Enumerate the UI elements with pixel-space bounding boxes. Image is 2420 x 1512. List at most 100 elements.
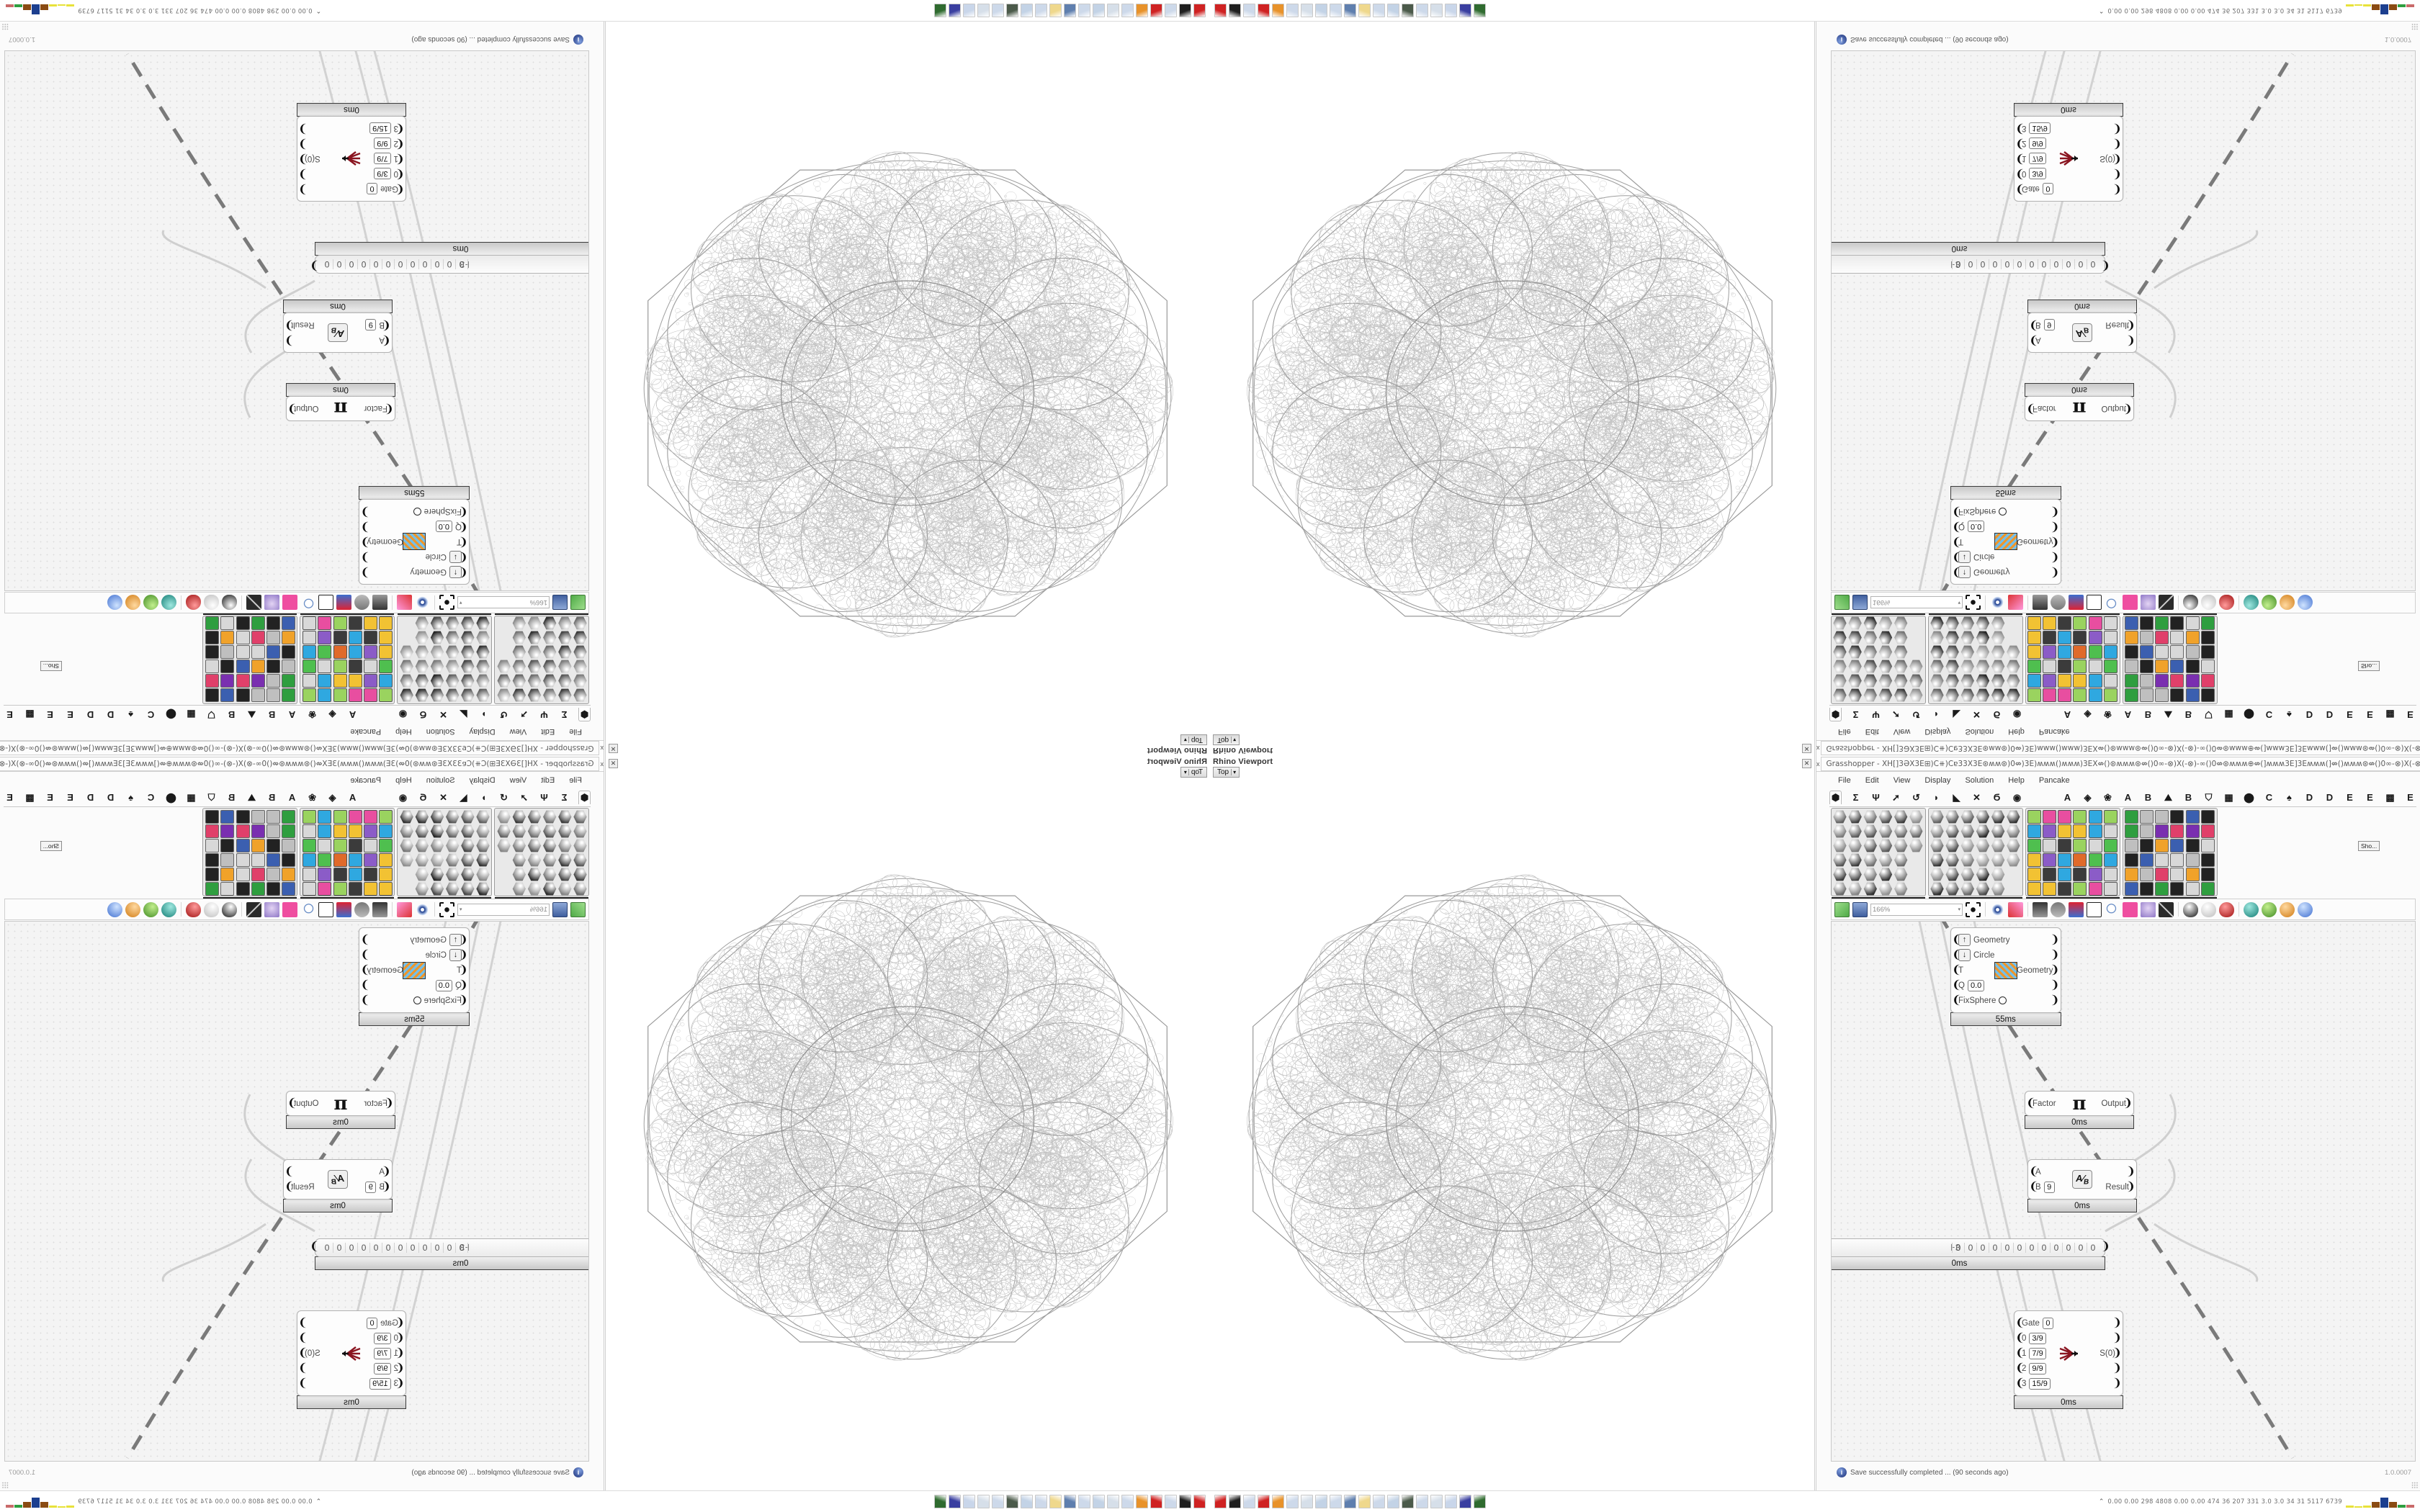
tab-mesh[interactable]: ◣ bbox=[1950, 708, 1963, 721]
canvas-node[interactable]: ⊦3 0 0 0 0 0 0 0 0 0 0 0 0 ❩ 0ms bbox=[1831, 242, 2110, 274]
palette-component-icon[interactable] bbox=[2200, 645, 2215, 659]
palette-component-icon[interactable] bbox=[348, 674, 362, 688]
palette-component-icon[interactable] bbox=[1930, 616, 1944, 630]
palette-panel-util[interactable]: Util✛ bbox=[2123, 608, 2218, 704]
palette-component-icon[interactable] bbox=[2058, 660, 2072, 673]
palette-component-icon[interactable] bbox=[2058, 882, 2072, 896]
palette-icon-grid[interactable] bbox=[1929, 615, 2022, 703]
palette-component-icon[interactable] bbox=[2058, 631, 2072, 644]
palette-component-icon[interactable] bbox=[2007, 810, 2020, 824]
palette-component-icon[interactable] bbox=[2170, 645, 2184, 659]
param-input[interactable]: ❨ A bbox=[2029, 1166, 2041, 1177]
param-input[interactable]: ❨ Gate 0 bbox=[367, 1317, 405, 1329]
taskbar-item-12[interactable] bbox=[1035, 1495, 1047, 1508]
tab-display[interactable]: ◉ bbox=[397, 708, 409, 721]
gh-component[interactable]: A⁄B ❨ A ❩ ❨ B 9 Result ❩ bbox=[2027, 1159, 2137, 1200]
canvas-node[interactable]: π ❨ Factor Output ❩ 0ms bbox=[286, 1091, 395, 1129]
palette-component-icon[interactable] bbox=[497, 674, 511, 688]
palette-component-icon[interactable] bbox=[2088, 645, 2102, 659]
tab-intersect[interactable]: ✕ bbox=[437, 708, 449, 721]
palette-component-icon[interactable] bbox=[2155, 631, 2169, 644]
tab-params[interactable]: ⬢ bbox=[1829, 791, 1842, 804]
slider-digit[interactable]: 0 bbox=[2062, 1243, 2074, 1253]
palette-component-icon[interactable] bbox=[2073, 631, 2087, 644]
output-grip-icon[interactable]: ❩ bbox=[298, 1347, 308, 1359]
tray-chevron-icon[interactable]: ⌃ bbox=[316, 1498, 322, 1506]
param-input[interactable]: ❨ 3 15/9 bbox=[2015, 122, 2051, 135]
slider-digit[interactable]: 0 bbox=[370, 1243, 382, 1253]
tab-display[interactable]: ◉ bbox=[397, 791, 409, 804]
gh-component[interactable]: ❨ Gate 0 ❩ ❨ 0 3/9 ❩ ❨ 1 7/9 S(0) ❩ ❨ 2 9/9 ❩ ❨ 3 15/9 ❩ bbox=[297, 116, 406, 202]
palette-component-icon[interactable] bbox=[1863, 853, 1877, 867]
palette-component-icon[interactable] bbox=[476, 868, 490, 881]
palette-component-icon[interactable] bbox=[2073, 616, 2087, 630]
palette-component-icon[interactable] bbox=[2185, 810, 2200, 824]
palette-component-icon[interactable] bbox=[2170, 882, 2184, 896]
tab-d2[interactable]: D bbox=[2323, 708, 2336, 721]
palette-panel-geometry[interactable]: Geometry✛ bbox=[494, 808, 589, 904]
palette-component-icon[interactable] bbox=[415, 616, 429, 630]
palette-component-icon[interactable] bbox=[431, 616, 444, 630]
palette-component-icon[interactable] bbox=[205, 839, 220, 852]
palette-component-icon[interactable] bbox=[2103, 645, 2118, 659]
slider-digit[interactable]: 0 bbox=[333, 259, 346, 269]
number-slider[interactable]: ⊦3 0 0 0 0 0 0 0 0 0 0 0 0 ❩ bbox=[1832, 1238, 2110, 1257]
palette-panel-geometry[interactable]: Geometry✛ bbox=[1831, 808, 1926, 904]
taskbar-item-12[interactable] bbox=[1035, 4, 1047, 17]
param-output[interactable]: Result ❩ bbox=[284, 1181, 315, 1193]
input-grip-icon[interactable]: ❨ bbox=[2015, 1347, 2025, 1359]
grasshopper-window[interactable]: x Grasshopper - XH[]3ƏX3E⊞)C⧺)Cɐ33X3E⊛ʍʍ… bbox=[1816, 22, 2420, 756]
palette-component-icon[interactable] bbox=[2043, 688, 2057, 702]
palette-panel-primitive[interactable]: Primitive✛ bbox=[397, 608, 492, 704]
palette-component-icon[interactable] bbox=[379, 631, 393, 644]
taskbar-item-11[interactable] bbox=[1049, 1495, 1062, 1508]
open-file-icon[interactable] bbox=[1834, 901, 1850, 917]
param-value[interactable]: 9/9 bbox=[374, 138, 391, 150]
palette-component-icon[interactable] bbox=[400, 853, 413, 867]
palette-component-icon[interactable] bbox=[1863, 660, 1877, 673]
tab-b5[interactable]: ▦ bbox=[185, 708, 197, 721]
taskbar-item-4[interactable] bbox=[1150, 1495, 1162, 1508]
palette-component-icon[interactable] bbox=[1991, 853, 2005, 867]
notes-icon[interactable] bbox=[318, 901, 333, 917]
param-value[interactable]: 0.0 bbox=[435, 521, 453, 533]
component-palette-row[interactable]: Geometry✛Primitive✛Input✛Util✛ bbox=[4, 608, 589, 704]
palette-component-icon[interactable] bbox=[415, 645, 429, 659]
taskbar-item-6[interactable] bbox=[1286, 1495, 1299, 1508]
palette-component-icon[interactable] bbox=[543, 616, 557, 630]
preview-eye-icon[interactable] bbox=[1990, 595, 2005, 611]
menu-item-pancake[interactable]: Pancake bbox=[2039, 727, 2070, 736]
palette-component-icon[interactable] bbox=[1894, 645, 1908, 659]
taskbar-item-10[interactable] bbox=[1064, 1495, 1076, 1508]
gh-component[interactable]: ❨ ↑ Geometry ❩ ❨ ↓ Circle ❩ ❨ T Geometry ❩ ❨ Q 0.0 ❩ ❨ Fi… bbox=[359, 499, 470, 585]
palette-component-icon[interactable] bbox=[302, 631, 317, 644]
input-grip-icon[interactable]: ❨ bbox=[2015, 1317, 2025, 1328]
palette-component-icon[interactable] bbox=[543, 810, 557, 824]
palette-component-icon[interactable] bbox=[1894, 810, 1908, 824]
param-input[interactable]: ❨ 0 3/9 bbox=[2015, 1332, 2046, 1344]
palette-component-icon[interactable] bbox=[558, 660, 572, 673]
slider-digit[interactable]: 0 bbox=[2050, 259, 2062, 269]
palette-component-icon[interactable] bbox=[2088, 674, 2102, 688]
tab-vector[interactable]: ➚ bbox=[1890, 791, 1902, 804]
shade-black-icon[interactable] bbox=[222, 595, 237, 611]
palette-component-icon[interactable] bbox=[497, 839, 511, 852]
param-value[interactable]: 9/9 bbox=[2029, 1362, 2046, 1374]
param-output[interactable]: Output ❩ bbox=[287, 403, 319, 415]
slider-digit[interactable]: 0 bbox=[2025, 1243, 2038, 1253]
palette-component-icon[interactable] bbox=[1878, 645, 1892, 659]
viewport-view-select[interactable]: Top ▾ bbox=[1180, 734, 1207, 745]
tab-e4[interactable]: E bbox=[2404, 791, 2416, 804]
param-input[interactable]: ❨ ↑ Geometry bbox=[411, 934, 468, 946]
param-output[interactable]: Output ❩ bbox=[2101, 1097, 2133, 1109]
palette-icon-grid[interactable] bbox=[2026, 809, 2120, 897]
input-grip-icon[interactable]: ❨ bbox=[459, 536, 468, 549]
tab-a1[interactable]: A bbox=[2061, 708, 2074, 721]
palette-component-icon[interactable] bbox=[1945, 616, 1959, 630]
tab-mesh[interactable]: ◣ bbox=[1950, 791, 1963, 804]
palette-component-icon[interactable] bbox=[2103, 824, 2118, 838]
palette-component-icon[interactable] bbox=[1833, 645, 1847, 659]
output-grip-icon[interactable]: ❩ bbox=[2050, 521, 2059, 534]
taskbar-item-6[interactable] bbox=[1121, 1495, 1134, 1508]
